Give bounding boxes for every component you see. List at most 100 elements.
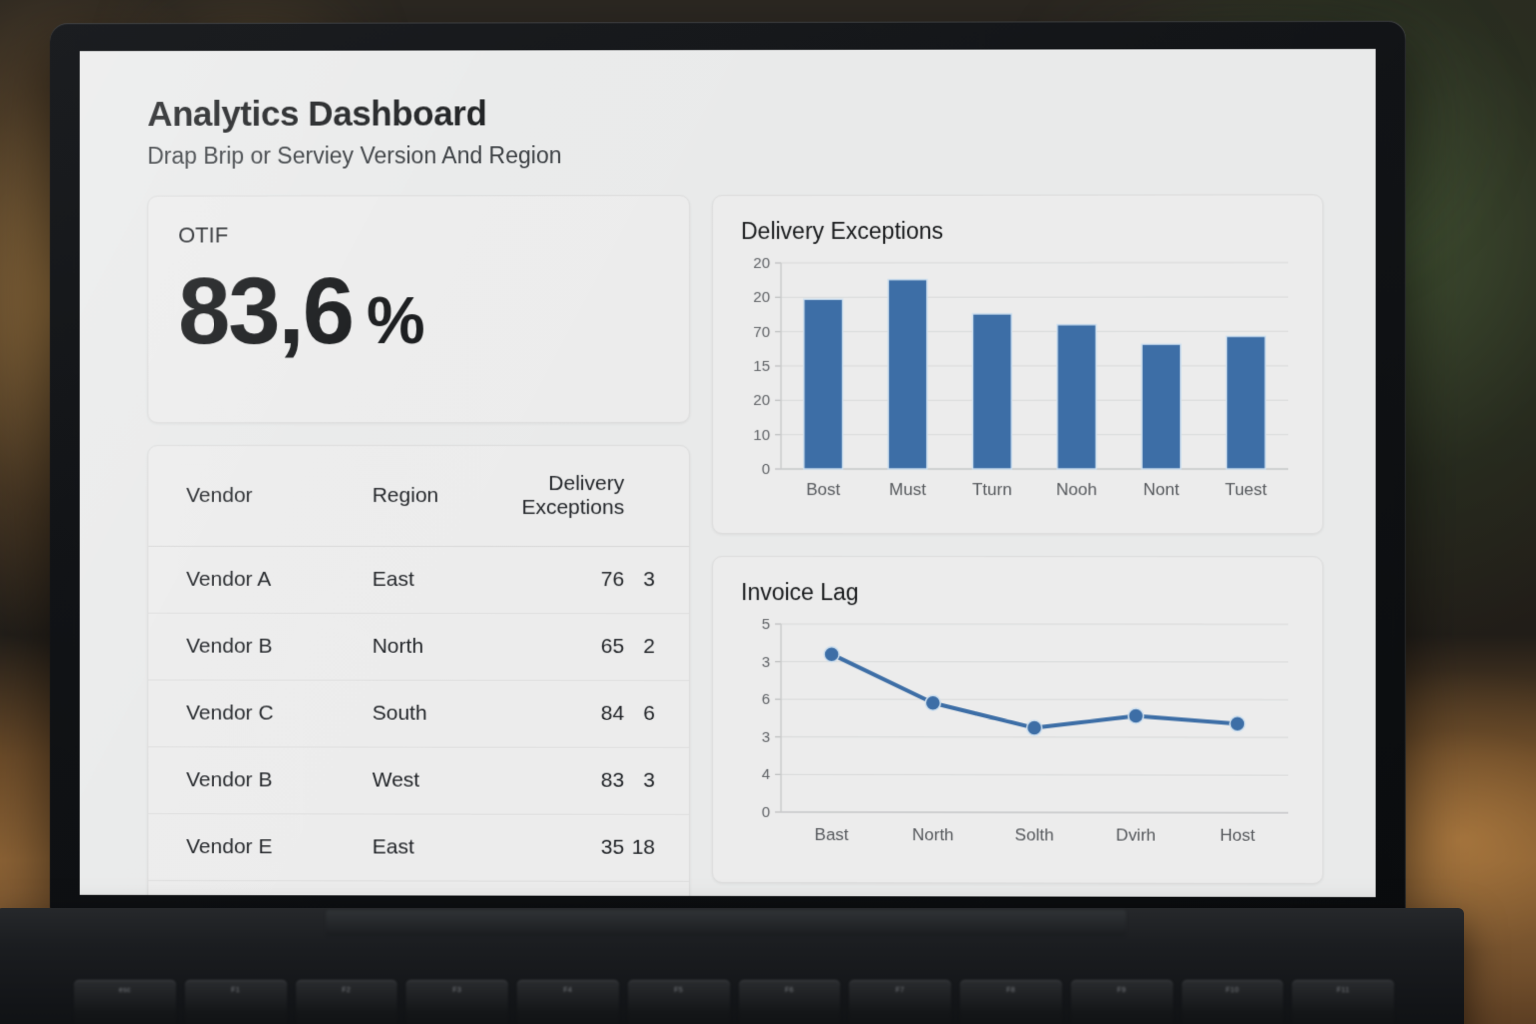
table-row[interactable]: Vendor E East 35 18 — [148, 813, 690, 882]
bar-xtick-label: Nooh — [1056, 480, 1097, 499]
keyboard-key-label: F7 — [895, 987, 905, 994]
left-column: OTIF 83,6% Vendor — [147, 195, 691, 898]
keyboard-key[interactable]: F8 — [960, 980, 1062, 1024]
keyboard-key[interactable]: F4 — [517, 980, 619, 1024]
bar-xtick-label: Nont — [1143, 480, 1179, 499]
keyboard-key-label: F2 — [341, 987, 351, 994]
keyboard-key-label: F1 — [231, 987, 241, 994]
laptop-screen: Analytics Dashboard Drap Brip or Serviey… — [79, 48, 1376, 898]
cell-vendor: Vendor B — [148, 746, 373, 815]
bar-Must — [886, 278, 928, 470]
cell-exceptions: 65 — [521, 613, 625, 681]
keyboard-key-label: F11 — [1336, 987, 1350, 994]
line-ytick-label: 0 — [762, 804, 770, 821]
cell-exceptions: 84 — [521, 680, 625, 748]
bar-ytick-label: 10 — [753, 427, 770, 444]
invoice-lag-chart-card: Invoice Lag 5 3 6 3 4 0 Bast North Solth Dvirh Hos… — [712, 555, 1324, 885]
bar-ytick-label: 20 — [753, 255, 770, 272]
keyboard-key-label: F8 — [1006, 987, 1016, 994]
cell-vendor: Vendor E — [148, 881, 372, 898]
table-row[interactable]: Vendor B North 65 2 — [148, 613, 690, 681]
bar-ytick-label: 70 — [753, 324, 770, 341]
table-header: Vendor Region Delivery Exceptions — [148, 446, 690, 547]
keyboard-key-label: F3 — [452, 987, 462, 994]
line-marker-Host — [1230, 716, 1245, 731]
table-row[interactable]: Vendor B West 83 3 — [148, 746, 690, 815]
line-gridline — [781, 774, 1288, 775]
cell-extra: 3 — [624, 747, 690, 815]
bar-Tuest — [1226, 336, 1265, 469]
kpi-unit: % — [366, 283, 425, 358]
cell-extra: 10 — [624, 881, 689, 897]
laptop-lid: Analytics Dashboard Drap Brip or Serviey… — [49, 20, 1406, 914]
line-ytick-label: 4 — [762, 766, 770, 783]
line-marker-Dvirh — [1128, 708, 1143, 723]
bar-Tturn — [973, 314, 1012, 469]
line-ytick-label: 3 — [762, 729, 770, 746]
bar-xtick-label: Tuest — [1225, 480, 1267, 499]
delivery-exceptions-chart-card: Delivery Exceptions 20 20 70 15 20 10 0 Bost Mus… — [712, 194, 1324, 535]
keyboard-key[interactable]: F2 — [295, 980, 398, 1024]
line-chart-svg: 5 3 6 3 4 0 Bast North Solth Dvirh Host — [762, 616, 1296, 845]
otif-kpi-card: OTIF 83,6% — [147, 195, 691, 424]
line-ytick-label: 5 — [762, 616, 770, 633]
keyboard-key-label: F5 — [674, 987, 684, 994]
keyboard-key[interactable]: esc — [74, 980, 176, 1024]
bar-xtick-label: Must — [889, 480, 926, 499]
line-gridline — [781, 737, 1288, 738]
keyboard-key[interactable]: F10 — [1181, 980, 1284, 1024]
line-xtick-label: Dvirh — [1116, 826, 1156, 845]
bar-Bost — [802, 298, 843, 470]
column-header-exceptions[interactable]: Delivery Exceptions — [521, 446, 624, 547]
cell-vendor: Vendor A — [148, 546, 373, 614]
line-x-axis — [781, 812, 1288, 813]
table-row[interactable]: Vendor A East 76 3 — [148, 546, 690, 614]
kpi-label: OTIF — [178, 222, 229, 248]
keyboard-key[interactable]: F3 — [406, 980, 508, 1024]
cell-region: East — [372, 814, 522, 882]
cell-vendor: Vendor E — [148, 813, 373, 881]
keyboard[interactable]: esc F1 F2 F3 F4 F5 F6 F7 F8 F9 F10 F11 — [74, 980, 1394, 1024]
keyboard-key[interactable]: F1 — [184, 980, 287, 1024]
bar-chart-plot: 20 20 70 15 20 10 0 Bost Must Tturn Nooh Nont Tuest — [735, 255, 1296, 516]
bar-xtick-label: Tturn — [972, 480, 1012, 499]
keyboard-key[interactable]: F11 — [1292, 980, 1394, 1024]
dashboard-grid: OTIF 83,6% Vendor — [147, 194, 1324, 898]
column-header-region[interactable]: Region — [372, 446, 522, 547]
bar-chart-title: Delivery Exceptions — [741, 217, 944, 244]
vendor-table: Vendor Region Delivery Exceptions Vendor… — [148, 446, 690, 898]
keyboard-key[interactable]: F6 — [738, 980, 841, 1024]
bar-ytick-label: 20 — [753, 392, 770, 409]
line-chart-plot: 5 3 6 3 4 0 Bast North Solth Dvirh Host — [735, 616, 1296, 865]
table-row[interactable]: Vendor EWest1210 — [148, 881, 689, 898]
cell-extra: 3 — [624, 546, 690, 614]
bar-Nooh — [1057, 325, 1096, 469]
cell-exceptions: 35 — [521, 814, 625, 882]
line-marker-North — [923, 694, 941, 711]
cell-exceptions: 83 — [521, 747, 625, 815]
bar-ytick-label: 0 — [762, 461, 770, 478]
keyboard-key-label: F10 — [1225, 987, 1239, 994]
keyboard-key[interactable]: F9 — [1070, 980, 1173, 1024]
keyboard-key-label: F4 — [563, 987, 573, 994]
laptop-base: esc F1 F2 F3 F4 F5 F6 F7 F8 F9 F10 F11 — [0, 908, 1464, 1024]
column-header-extra[interactable] — [624, 446, 690, 547]
line-xtick-label: Bast — [815, 825, 849, 844]
keyboard-key[interactable]: F7 — [849, 980, 951, 1024]
analytics-dashboard: Analytics Dashboard Drap Brip or Serviey… — [79, 48, 1376, 898]
line-marker-Bast — [823, 645, 840, 663]
cell-exceptions: 12 — [522, 881, 625, 897]
line-xtick-label: Solth — [1015, 825, 1054, 844]
table-header-row: Vendor Region Delivery Exceptions — [148, 446, 690, 547]
vendor-table-card: Vendor Region Delivery Exceptions Vendor… — [147, 445, 691, 898]
table-row[interactable]: Vendor C South 84 6 — [148, 680, 690, 748]
column-header-vendor[interactable]: Vendor — [148, 446, 373, 547]
keyboard-key-label: F6 — [784, 987, 794, 994]
line-xtick-label: Host — [1220, 826, 1255, 845]
cell-extra: 6 — [624, 680, 690, 748]
keyboard-key[interactable]: F5 — [627, 980, 730, 1024]
bar-Nont — [1142, 344, 1181, 469]
cell-region: South — [372, 680, 522, 748]
kpi-number: 83,6 — [178, 258, 353, 364]
